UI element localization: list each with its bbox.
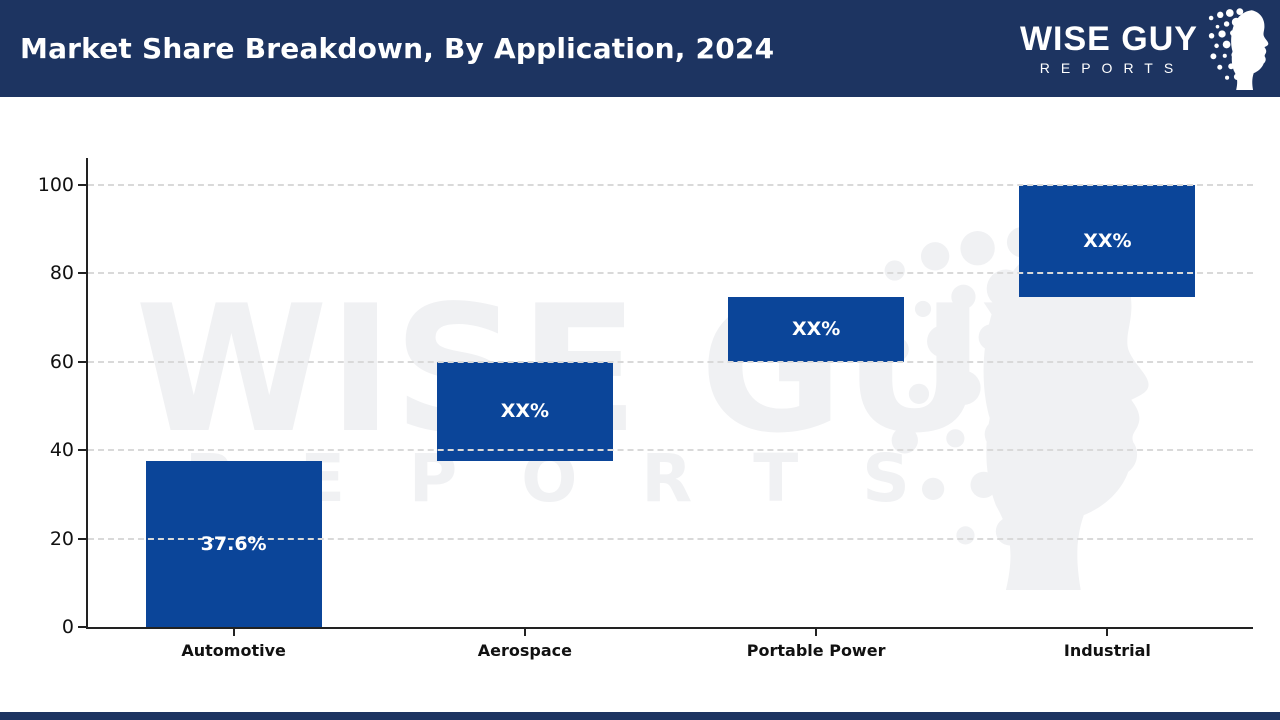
category-label-portable-power: Portable Power bbox=[746, 641, 886, 660]
x-axis-line bbox=[86, 627, 1253, 629]
gridline-100 bbox=[88, 184, 1253, 186]
y-tick-label: 20 bbox=[49, 527, 74, 550]
gridline-80 bbox=[88, 272, 1253, 275]
y-tick-label: 80 bbox=[49, 262, 74, 285]
bar-portable-power bbox=[728, 296, 905, 362]
y-tick-label: 0 bbox=[61, 616, 74, 638]
bar-automotive bbox=[145, 460, 322, 627]
x-tick-0 bbox=[232, 629, 235, 636]
x-tick-1 bbox=[523, 629, 526, 636]
logo-wordmark: WISE GUY bbox=[1019, 20, 1198, 58]
watermark-wordmark: WISE GUY bbox=[135, 269, 1113, 472]
bar-value-label: 37.6% bbox=[200, 532, 267, 555]
gridline-60 bbox=[88, 360, 1253, 363]
y-axis-line bbox=[86, 158, 88, 629]
y-tick-40 bbox=[78, 449, 86, 452]
header-band: Market Share Breakdown, By Application, … bbox=[0, 0, 1280, 97]
y-tick-0 bbox=[78, 626, 86, 628]
category-label-industrial: Industrial bbox=[1063, 641, 1151, 660]
bar-aerospace bbox=[436, 361, 613, 461]
wise-guy-reports-logo: WISE GUY REPORTS bbox=[1020, 0, 1274, 97]
y-tick-60 bbox=[78, 360, 86, 363]
y-tick-20 bbox=[78, 537, 86, 540]
y-tick-label: 100 bbox=[37, 174, 74, 196]
bar-value-label: XX% bbox=[1083, 229, 1132, 252]
x-tick-3 bbox=[1106, 629, 1109, 636]
bar-value-label: XX% bbox=[791, 318, 841, 341]
bar-industrial bbox=[1019, 185, 1196, 297]
y-tick-80 bbox=[78, 272, 86, 275]
logo-subtitle: REPORTS bbox=[1039, 60, 1185, 76]
gridline-40 bbox=[88, 449, 1253, 452]
logo-text: WISE GUY REPORTS bbox=[1020, 22, 1198, 75]
page-title: Market Share Breakdown, By Application, … bbox=[20, 32, 775, 65]
y-tick-label: 60 bbox=[49, 350, 74, 373]
x-tick-2 bbox=[815, 629, 818, 636]
gridline-20 bbox=[88, 537, 1253, 540]
bar-value-label: XX% bbox=[500, 400, 550, 423]
category-label-automotive: Automotive bbox=[181, 641, 286, 660]
footer-band bbox=[0, 712, 1280, 720]
category-label-aerospace: Aerospace bbox=[477, 641, 572, 660]
dotted-head-icon bbox=[1208, 7, 1269, 90]
y-tick-label: 40 bbox=[49, 439, 74, 462]
y-tick-100 bbox=[78, 184, 86, 186]
